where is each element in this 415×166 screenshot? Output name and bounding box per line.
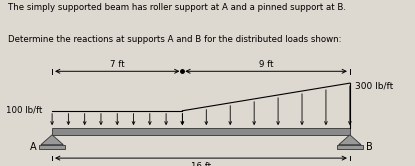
- Bar: [39, 145, 65, 149]
- Polygon shape: [339, 135, 361, 145]
- Text: B: B: [366, 142, 372, 152]
- Text: Determine the reactions at supports A and B for the distributed loads shown:: Determine the reactions at supports A an…: [8, 35, 342, 44]
- Text: 7 ft: 7 ft: [110, 60, 124, 69]
- Text: A: A: [29, 142, 36, 152]
- Text: 16 ft: 16 ft: [191, 162, 211, 166]
- Text: The simply supported beam has roller support at A and a pinned support at B.: The simply supported beam has roller sup…: [8, 3, 346, 12]
- Polygon shape: [41, 135, 63, 145]
- Bar: [337, 145, 363, 149]
- Bar: [52, 128, 350, 135]
- Text: 9 ft: 9 ft: [259, 60, 273, 69]
- Text: 300 lb/ft: 300 lb/ft: [356, 82, 394, 91]
- Text: 100 lb/ft: 100 lb/ft: [5, 105, 42, 114]
